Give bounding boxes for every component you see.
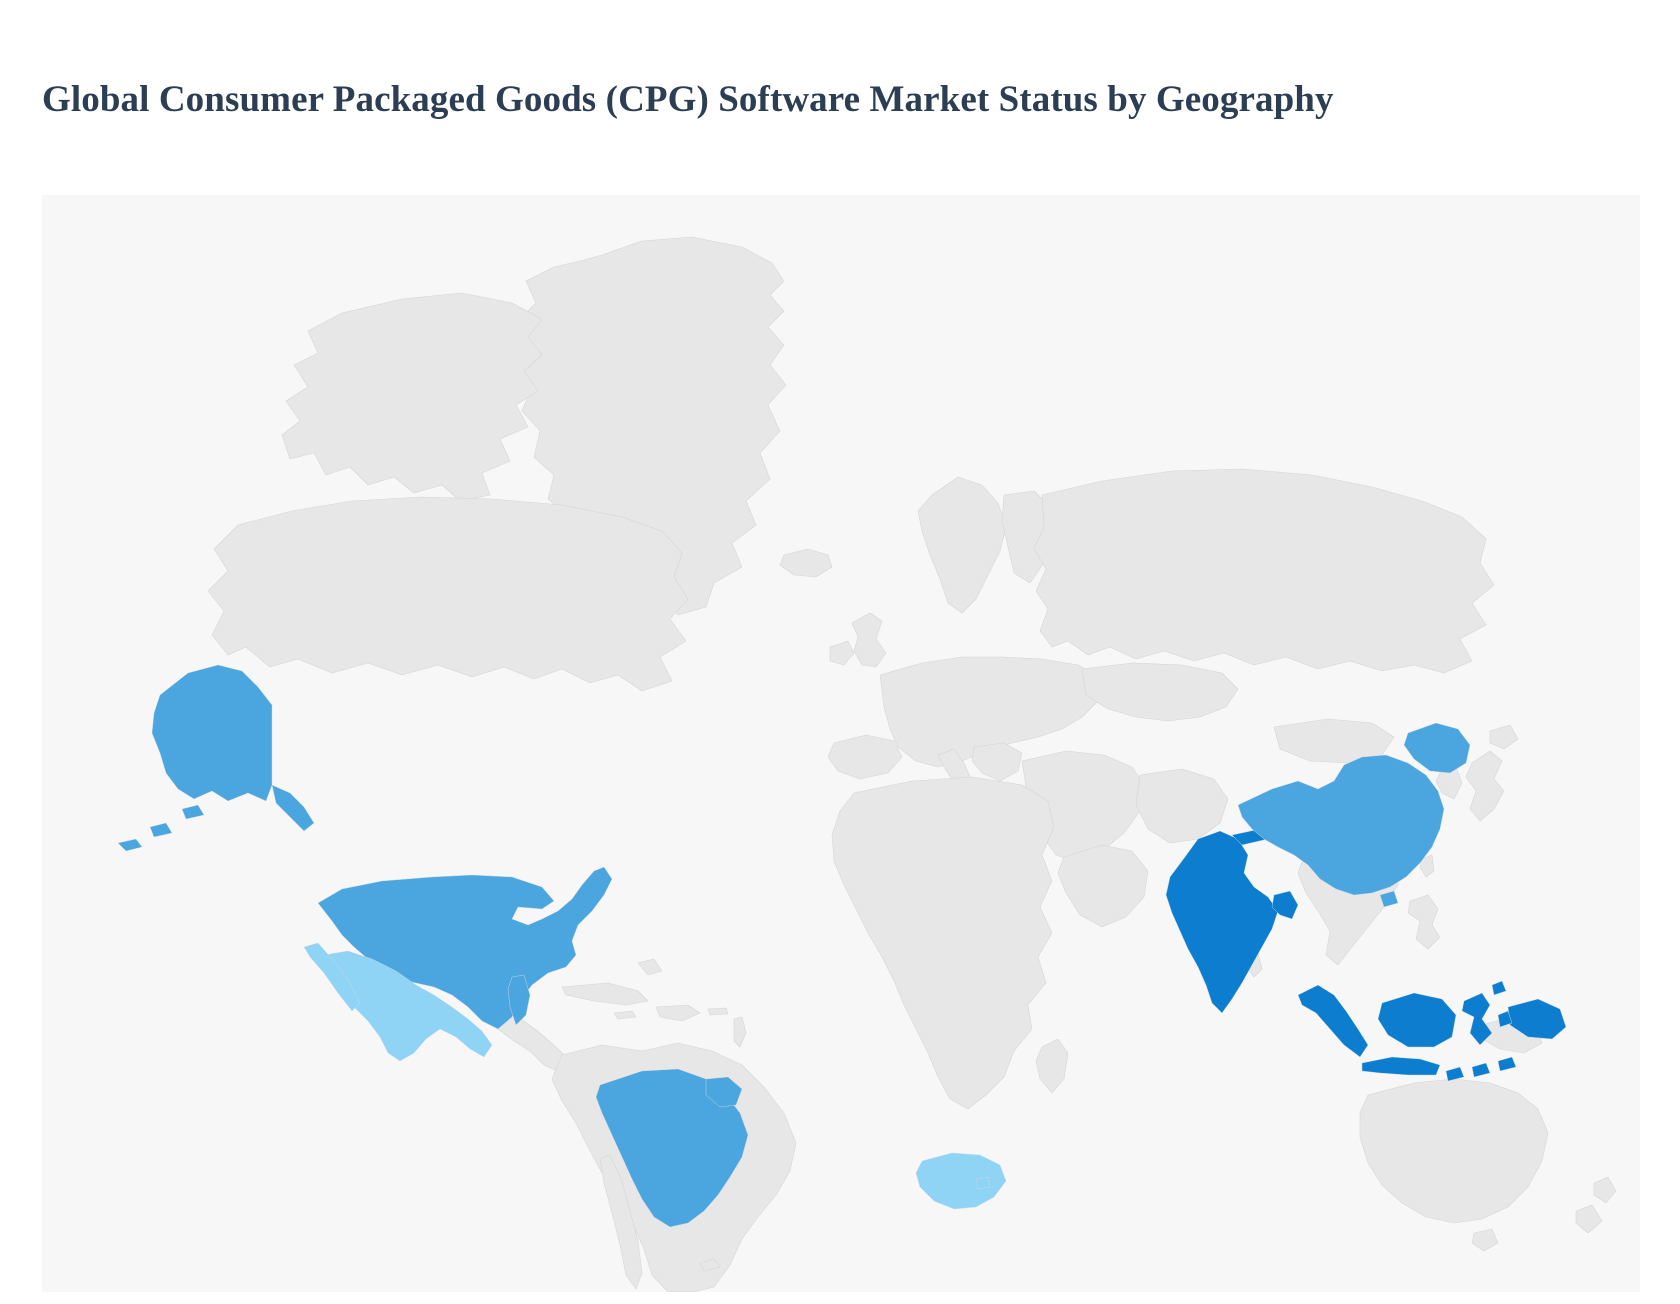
island-sumatra[interactable] bbox=[1297, 984, 1369, 1058]
island-hainan[interactable] bbox=[1379, 890, 1399, 908]
region-baja-california[interactable] bbox=[303, 942, 361, 1012]
country-philippines[interactable] bbox=[1407, 894, 1441, 950]
region-brazil-northeast[interactable] bbox=[705, 1076, 743, 1108]
region-arabia[interactable] bbox=[1057, 844, 1149, 928]
island-hispaniola[interactable] bbox=[655, 1004, 701, 1022]
island-puerto-rico[interactable] bbox=[707, 1007, 729, 1016]
region-united-states-alaska[interactable] bbox=[151, 664, 273, 802]
island-sulawesi[interactable] bbox=[1461, 992, 1493, 1046]
island-new-zealand-south[interactable] bbox=[1575, 1204, 1603, 1234]
region-florida[interactable] bbox=[507, 974, 531, 1026]
region-aleutian-islands[interactable] bbox=[117, 804, 205, 852]
highlighted-regions bbox=[117, 664, 1567, 1228]
country-india[interactable] bbox=[1165, 830, 1279, 1014]
island-bahamas[interactable] bbox=[637, 958, 663, 976]
region-europe-mainland[interactable] bbox=[879, 656, 1103, 768]
island-madagascar[interactable] bbox=[1035, 1038, 1069, 1094]
island-tasmania[interactable] bbox=[1471, 1228, 1499, 1252]
country-iceland[interactable] bbox=[779, 548, 833, 578]
island-cuba[interactable] bbox=[561, 982, 649, 1006]
country-russia[interactable] bbox=[1033, 468, 1495, 674]
island-jamaica[interactable] bbox=[613, 1010, 637, 1020]
island-falklands[interactable] bbox=[699, 1258, 721, 1272]
island-hokkaido[interactable] bbox=[1489, 724, 1519, 750]
country-china[interactable] bbox=[1237, 754, 1445, 896]
region-balkans[interactable] bbox=[971, 742, 1023, 782]
island-borneo-kalimantan[interactable] bbox=[1377, 992, 1457, 1048]
world-map-svg[interactable] bbox=[42, 195, 1640, 1292]
country-bangladesh[interactable] bbox=[1271, 890, 1299, 920]
region-iran-afghanistan[interactable] bbox=[1135, 768, 1229, 844]
region-manchuria[interactable] bbox=[1403, 722, 1471, 774]
country-mexico[interactable] bbox=[323, 950, 493, 1062]
map-panel bbox=[42, 195, 1640, 1292]
country-lesotho[interactable] bbox=[975, 1176, 991, 1190]
island-taiwan[interactable] bbox=[1419, 854, 1435, 878]
country-canada[interactable] bbox=[207, 496, 689, 692]
region-scandinavia[interactable] bbox=[917, 476, 1007, 614]
continent-africa[interactable] bbox=[831, 776, 1055, 1110]
island-papua-west[interactable] bbox=[1507, 998, 1567, 1040]
island-java[interactable] bbox=[1361, 1056, 1441, 1076]
country-ireland[interactable] bbox=[829, 640, 855, 666]
country-new-zealand[interactable] bbox=[1593, 1176, 1617, 1204]
country-south-africa[interactable] bbox=[915, 1152, 1007, 1210]
country-chile-strip[interactable] bbox=[599, 1154, 643, 1290]
island-lesser-antilles[interactable] bbox=[733, 1016, 747, 1048]
page-title: Global Consumer Packaged Goods (CPG) Sof… bbox=[42, 79, 1334, 120]
country-japan[interactable] bbox=[1465, 750, 1505, 822]
region-lesser-sunda-islands[interactable] bbox=[1445, 1056, 1517, 1082]
region-canadian-arctic[interactable] bbox=[281, 292, 543, 502]
region-central-asia[interactable] bbox=[1081, 662, 1239, 722]
country-spain-portugal[interactable] bbox=[827, 734, 903, 780]
island-maluku[interactable] bbox=[1491, 980, 1513, 1028]
region-british-isles[interactable] bbox=[851, 612, 887, 668]
region-alaska-panhandle[interactable] bbox=[271, 784, 315, 832]
country-united-states[interactable] bbox=[317, 866, 613, 1030]
country-mongolia[interactable] bbox=[1273, 718, 1395, 764]
country-australia[interactable] bbox=[1359, 1078, 1549, 1224]
